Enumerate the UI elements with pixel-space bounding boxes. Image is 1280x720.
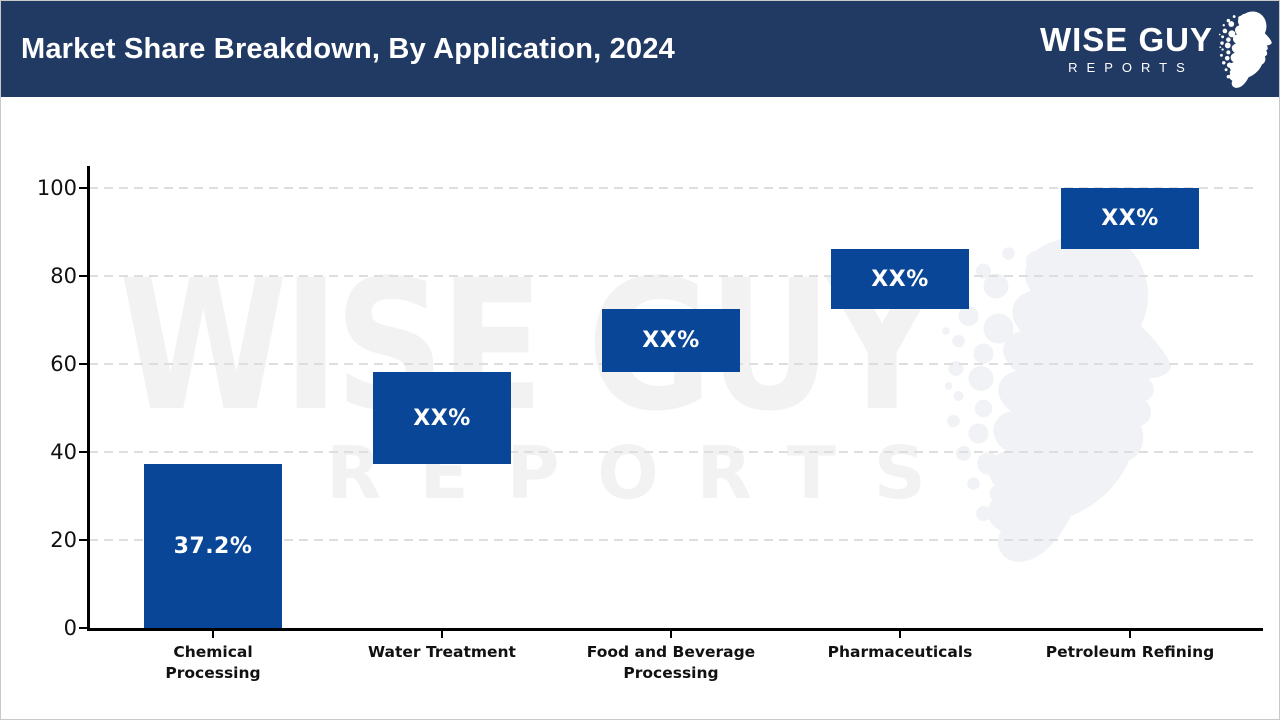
x-category-label-line: Water Treatment (368, 643, 516, 661)
x-category-label-line: Pharmaceuticals (827, 643, 973, 661)
brand-logo: WISE GUY REPORTS (1040, 5, 1273, 93)
brand-face-icon (1215, 9, 1273, 90)
header-bar: Market Share Breakdown, By Application, … (1, 1, 1279, 97)
y-axis-line (87, 166, 90, 631)
page-title: Market Share Breakdown, By Application, … (21, 32, 675, 65)
bar-value-label: XX% (1101, 205, 1159, 231)
x-category-label: Chemical Processing (97, 642, 329, 684)
y-tick-mark (79, 627, 87, 629)
bar-value-label: XX% (642, 328, 700, 354)
gridline-40 (89, 451, 1259, 453)
brand-logo-text: WISE GUY REPORTS (1040, 23, 1213, 75)
x-category-label-line: Petroleum Refining (1045, 643, 1215, 661)
y-tick-label: 20 (50, 528, 77, 552)
gridline-80 (89, 275, 1259, 277)
y-tick-mark (79, 539, 87, 541)
x-tick-mark (1129, 631, 1131, 638)
brand-subname: REPORTS (1068, 60, 1194, 75)
bar-4: XX% (1061, 188, 1199, 249)
gridline-100 (89, 187, 1259, 189)
bar-3: XX% (831, 248, 969, 310)
y-tick-mark (79, 363, 87, 365)
x-tick-mark (441, 631, 443, 638)
watermark-text-primary: WISE GUY (119, 242, 938, 451)
x-category-label: Water Treatment (326, 642, 558, 663)
y-tick-mark (79, 451, 87, 453)
x-category-label: Pharmaceuticals (784, 642, 1016, 663)
y-tick-label: 100 (36, 176, 77, 200)
y-tick-label: 80 (50, 264, 77, 288)
y-tick-label: 60 (50, 352, 77, 376)
x-category-label: Petroleum Refining (1014, 642, 1246, 663)
bar-1: XX% (373, 371, 511, 465)
bar-value-label: XX% (871, 266, 929, 292)
x-category-label-line: Processing (623, 664, 719, 682)
bar-2: XX% (602, 309, 740, 372)
y-tick-mark (79, 187, 87, 189)
x-tick-mark (670, 631, 672, 638)
bar-value-label: XX% (413, 405, 471, 431)
x-category-label-line: Processing (165, 664, 261, 682)
x-axis-line (87, 628, 1263, 631)
x-tick-mark (212, 631, 214, 638)
x-category-label-line: Chemical (173, 643, 253, 661)
x-tick-mark (899, 631, 901, 638)
brand-name: WISE GUY (1039, 21, 1213, 58)
y-tick-mark (79, 275, 87, 277)
y-tick-label: 40 (50, 440, 77, 464)
x-category-label-line: Food and Beverage (586, 643, 756, 661)
bar-value-label: 37.2% (173, 533, 253, 559)
y-tick-label: 0 (63, 616, 77, 640)
bar-0: 37.2% (144, 464, 282, 628)
gridline-20 (89, 539, 1259, 541)
x-category-label: Food and Beverage Processing (555, 642, 787, 684)
